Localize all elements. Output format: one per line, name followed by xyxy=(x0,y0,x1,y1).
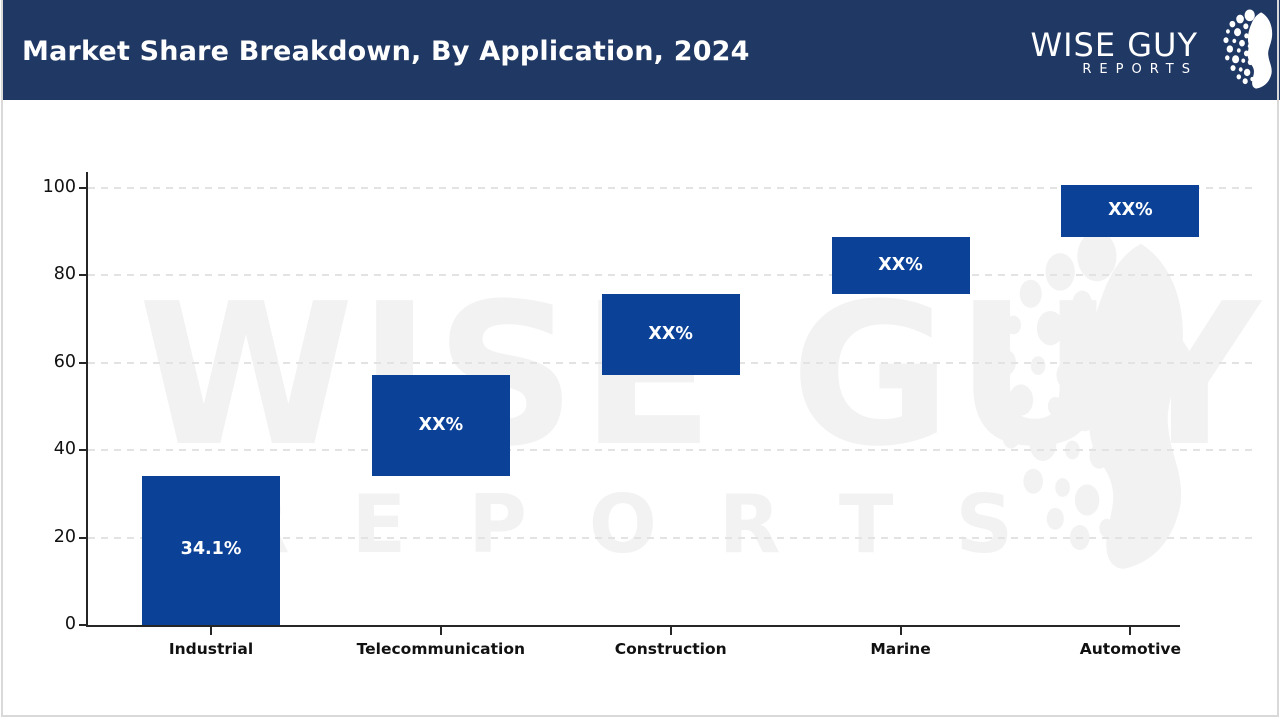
x-category-label: Industrial xyxy=(168,640,254,658)
y-tick-20 xyxy=(79,536,86,539)
y-tick-label: 80 xyxy=(53,264,76,285)
x-axis-line xyxy=(86,625,1180,627)
bar-value-label: XX% xyxy=(418,414,464,435)
x-category-label: Marine xyxy=(870,640,931,658)
x-tick-industrial xyxy=(210,627,212,635)
logo-head-icon xyxy=(1223,9,1273,89)
y-tick-label: 60 xyxy=(53,351,76,372)
bar-construction: XX% xyxy=(601,294,740,376)
y-tick-label: 100 xyxy=(42,177,76,197)
bar-value-label: 34.1% xyxy=(180,539,242,560)
y-tick-label: 20 xyxy=(53,526,76,547)
bar-value-label: XX% xyxy=(878,254,923,275)
y-axis-line xyxy=(86,172,88,627)
x-category-label: Construction xyxy=(614,640,727,658)
chart-title: Market Share Breakdown, By Application, … xyxy=(22,36,750,67)
bar-marine: XX% xyxy=(831,236,970,295)
bar-telecommunication: XX% xyxy=(371,375,510,476)
logo-subtext: REPORTS xyxy=(1082,62,1198,77)
gridline-80 xyxy=(88,274,1252,277)
x-tick-telecommunication xyxy=(439,627,442,635)
watermark-text-reports: REPORTS xyxy=(228,478,1076,571)
header-bar: Market Share Breakdown, By Application, … xyxy=(2,0,1280,100)
bar-automotive: XX% xyxy=(1061,184,1200,237)
wise-guy-logo: WISE GUY REPORTS xyxy=(1018,6,1273,96)
y-tick-0 xyxy=(79,624,86,626)
x-tick-marine xyxy=(899,627,902,635)
y-tick-80 xyxy=(79,274,86,277)
logo-wordmark: WISE GUY xyxy=(1030,26,1198,64)
bar-value-label: XX% xyxy=(648,323,693,344)
x-category-label: Automotive xyxy=(1079,640,1181,658)
gridline-40 xyxy=(88,449,1252,452)
y-tick-label: 0 xyxy=(64,614,76,634)
y-tick-40 xyxy=(79,449,86,452)
gridline-100 xyxy=(88,187,1252,189)
x-tick-automotive xyxy=(1129,627,1132,635)
bar-value-label: XX% xyxy=(1108,199,1153,220)
gridline-20 xyxy=(88,536,1252,539)
y-tick-60 xyxy=(79,361,86,364)
y-tick-100 xyxy=(79,187,86,189)
watermark-head-icon xyxy=(996,231,1183,569)
bar-industrial: 34.1% xyxy=(142,475,280,625)
x-tick-construction xyxy=(669,627,672,635)
y-tick-label: 40 xyxy=(53,439,76,460)
x-category-label: Telecommunication xyxy=(356,640,526,658)
